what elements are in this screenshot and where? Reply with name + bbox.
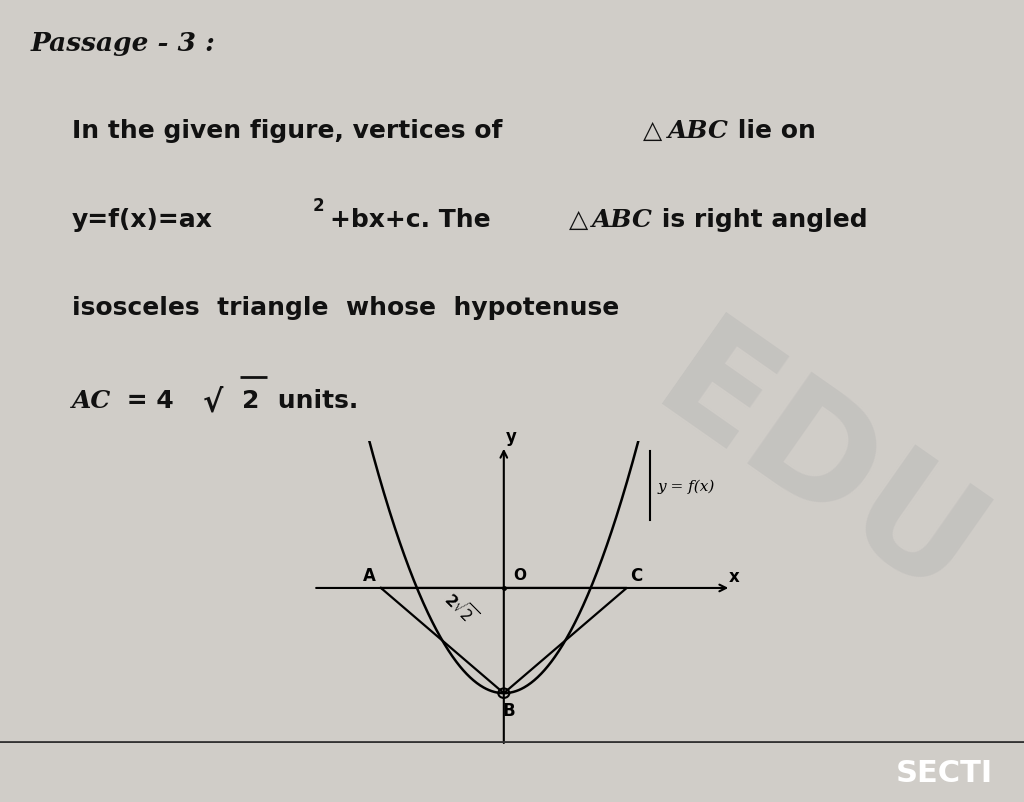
Text: ABC: ABC xyxy=(668,119,728,143)
Text: △: △ xyxy=(643,119,663,143)
Text: is right angled: is right angled xyxy=(653,207,868,231)
Text: AC: AC xyxy=(72,388,111,412)
Text: C: C xyxy=(630,566,642,584)
Text: EDU: EDU xyxy=(629,307,1005,632)
Text: x: x xyxy=(729,568,739,585)
Text: lie on: lie on xyxy=(729,119,816,143)
Text: 2: 2 xyxy=(242,388,259,412)
Text: SECTI: SECTI xyxy=(896,758,993,788)
Text: △: △ xyxy=(569,207,589,231)
Text: y = f(x): y = f(x) xyxy=(657,479,715,493)
Text: isosceles  triangle  whose  hypotenuse: isosceles triangle whose hypotenuse xyxy=(72,295,618,319)
Text: y=f(x)=ax: y=f(x)=ax xyxy=(72,207,213,231)
Text: 2: 2 xyxy=(312,196,324,214)
Text: O: O xyxy=(513,567,526,582)
Text: Passage - 3 :: Passage - 3 : xyxy=(31,30,216,56)
Text: 2$\sqrt{2}$: 2$\sqrt{2}$ xyxy=(440,586,481,627)
Text: units.: units. xyxy=(269,388,358,412)
Text: B: B xyxy=(503,701,515,719)
Text: = 4: = 4 xyxy=(118,388,173,412)
Text: A: A xyxy=(364,566,376,584)
Text: √: √ xyxy=(203,388,223,417)
Text: y: y xyxy=(506,427,517,445)
Text: +bx+c. The: +bx+c. The xyxy=(330,207,499,231)
Text: In the given figure, vertices of: In the given figure, vertices of xyxy=(72,119,511,143)
Text: ABC: ABC xyxy=(592,207,652,231)
